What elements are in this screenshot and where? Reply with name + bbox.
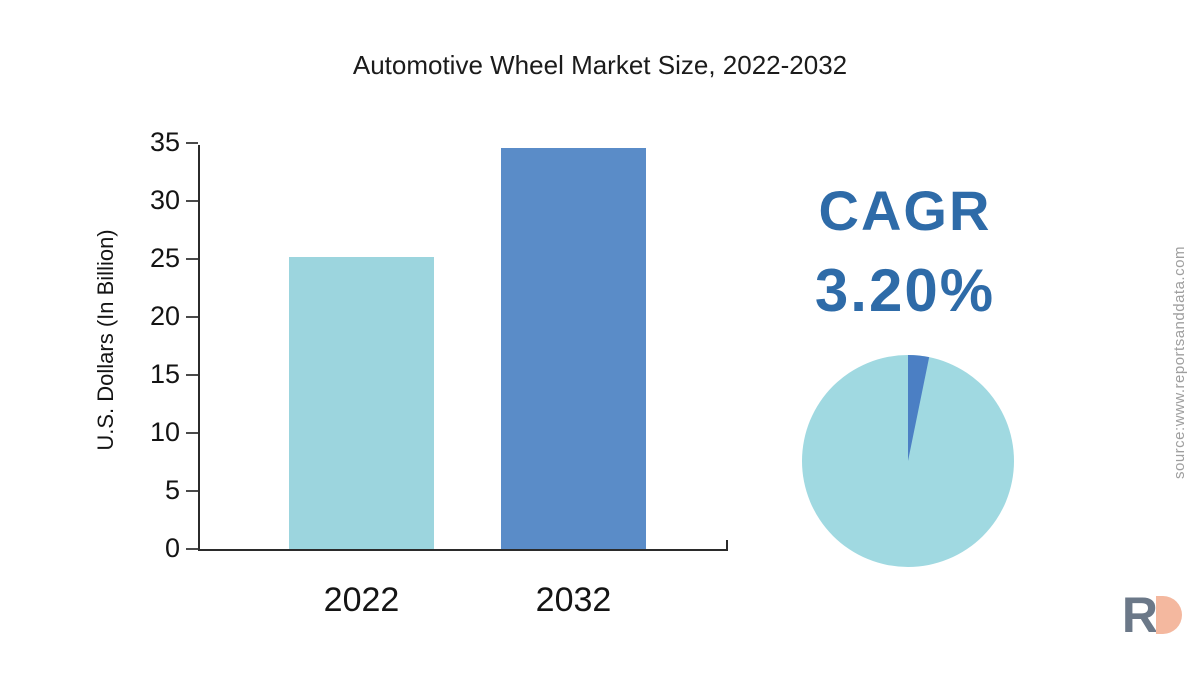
y-tick-label: 15: [149, 359, 180, 389]
cagr-value: 3.20%: [814, 257, 996, 324]
plot-area: 0 5 10 15 20 25 30 35 2022 2032: [150, 129, 728, 619]
cagr-label: CAGR: [818, 179, 992, 242]
reports-and-data-logo: R: [1121, 587, 1182, 643]
y-tick-label: 0: [164, 533, 180, 563]
x-axis-end-tick: [726, 540, 728, 549]
bar-2022: [289, 256, 434, 549]
y-tick-label: 10: [149, 417, 180, 447]
y-tick-mark: [186, 258, 198, 260]
y-tick-mark: [186, 490, 198, 492]
y-tick-mark: [186, 200, 198, 202]
y-tick-label: 30: [149, 185, 180, 215]
pie-cagr-slice: [908, 355, 930, 461]
y-tick-label: 20: [149, 301, 180, 331]
y-tick-mark: [186, 142, 198, 144]
y-tick-label: 25: [149, 243, 180, 273]
chart-title: Automotive Wheel Market Size, 2022-2032: [352, 50, 848, 80]
y-tick-mark: [186, 374, 198, 376]
y-tick-label: 35: [149, 127, 180, 157]
y-tick-label: 5: [164, 475, 180, 505]
pie-svg: [802, 355, 1014, 567]
logo-letter-r: R: [1121, 587, 1158, 643]
y-tick-mark: [186, 432, 198, 434]
x-tick-label: 2032: [535, 581, 612, 619]
logo-d-icon: [1156, 596, 1182, 634]
y-axis-label: U.S. Dollars (In Billion): [93, 229, 118, 451]
y-tick-mark: [186, 316, 198, 318]
cagr-block: CAGR 3.20%: [755, 183, 1055, 321]
source-attribution: source:www.reportsanddata.com: [1171, 246, 1188, 480]
y-tick-mark: [186, 548, 198, 550]
cagr-pie-chart: [802, 355, 1014, 567]
bar-2032: [501, 147, 646, 549]
x-tick-label: 2022: [323, 581, 400, 619]
